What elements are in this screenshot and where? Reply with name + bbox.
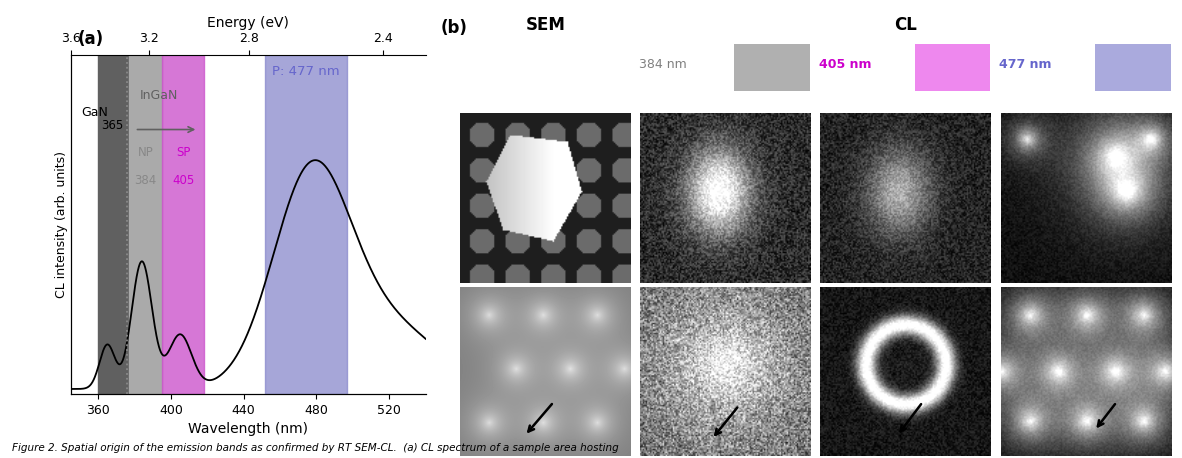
X-axis label: Energy (eV): Energy (eV) — [207, 16, 290, 30]
Text: SEM: SEM — [525, 16, 565, 34]
Text: 405 nm: 405 nm — [819, 58, 871, 71]
Text: (a): (a) — [78, 30, 104, 48]
Text: (b): (b) — [441, 19, 468, 37]
Text: 1 μm: 1 μm — [514, 67, 539, 77]
X-axis label: Wavelength (nm): Wavelength (nm) — [188, 422, 309, 436]
Text: NP: NP — [137, 147, 154, 159]
Text: 477 nm: 477 nm — [1000, 58, 1052, 71]
Text: 384 nm: 384 nm — [639, 58, 687, 71]
Text: 384: 384 — [135, 174, 156, 186]
Text: SP: SP — [176, 147, 190, 159]
Text: GaN: GaN — [82, 106, 108, 119]
Text: 365: 365 — [102, 120, 124, 132]
FancyBboxPatch shape — [1095, 44, 1170, 92]
Text: Figure 2. Spatial origin of the emission bands as confirmed by RT SEM-CL.  (a) C: Figure 2. Spatial origin of the emission… — [12, 443, 618, 453]
FancyBboxPatch shape — [915, 44, 991, 92]
Y-axis label: CL intensity (arb. units): CL intensity (arb. units) — [56, 151, 69, 298]
FancyBboxPatch shape — [734, 44, 810, 92]
Text: 405: 405 — [173, 174, 195, 186]
Text: InGaN: InGaN — [139, 89, 178, 102]
Text: CL: CL — [895, 16, 917, 34]
Text: P: 477 nm: P: 477 nm — [272, 65, 339, 78]
